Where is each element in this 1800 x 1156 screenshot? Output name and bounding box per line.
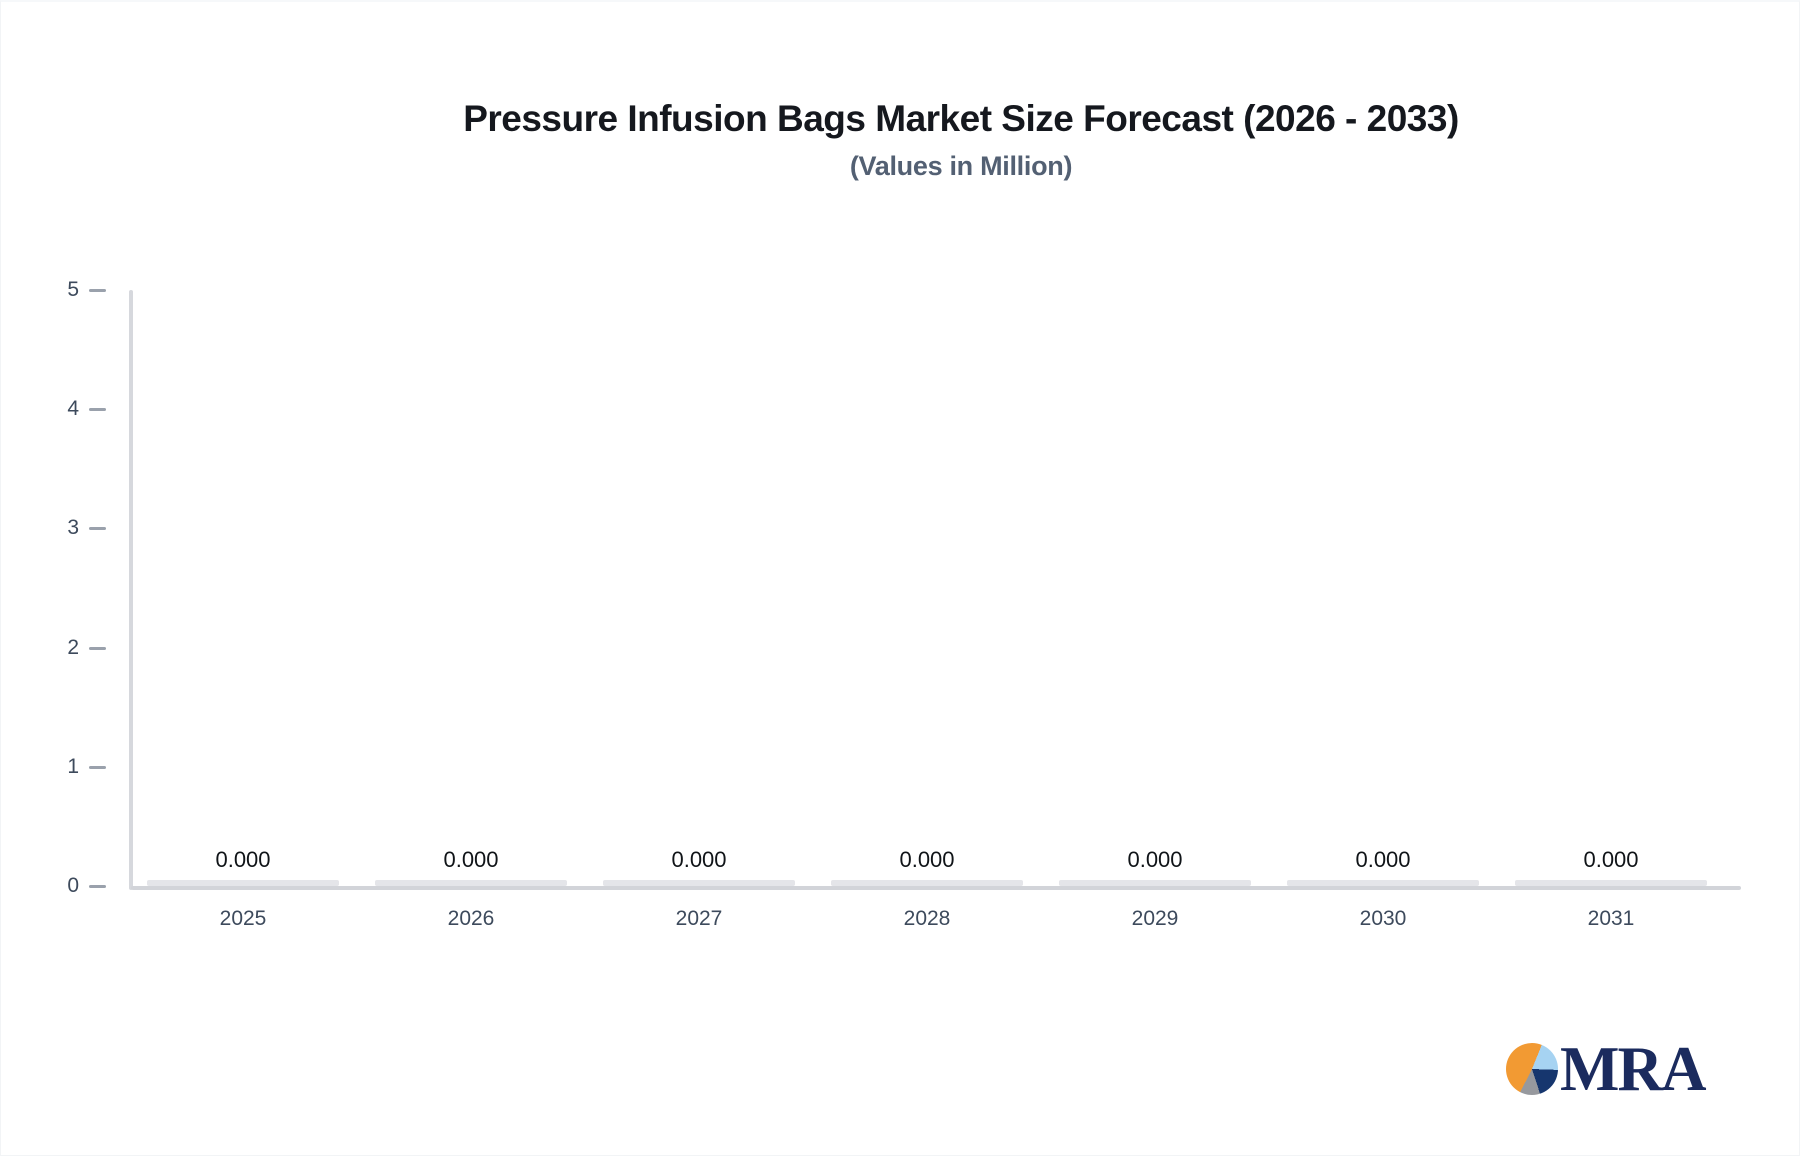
bar-value-label: 0.000 xyxy=(443,847,499,872)
x-axis-tick-label: 2027 xyxy=(675,907,723,930)
mra-logo-pie-icon xyxy=(1506,1043,1558,1095)
bar-2027 xyxy=(603,880,795,886)
bar-2028 xyxy=(831,880,1023,886)
y-axis-tick-label: 2 xyxy=(67,635,79,659)
y-axis-tick-label: 4 xyxy=(67,397,79,421)
bar-value-label: 0.000 xyxy=(899,847,955,872)
bar-value-label: 0.000 xyxy=(1127,847,1183,872)
bar-value-label: 0.000 xyxy=(1583,847,1639,872)
bar-2030 xyxy=(1287,880,1479,886)
bar-2025 xyxy=(147,880,339,886)
x-axis-tick-label: 2029 xyxy=(1131,907,1179,930)
mra-logo-text: MRA xyxy=(1560,1034,1706,1104)
bar-value-label: 0.000 xyxy=(1355,847,1411,872)
bar-2029 xyxy=(1059,880,1251,886)
x-axis-tick-label: 2026 xyxy=(447,907,495,930)
bar-2026 xyxy=(375,880,567,886)
y-axis-tick-mark xyxy=(89,527,106,531)
y-axis-tick-mark xyxy=(89,646,106,650)
y-axis-tick-mark xyxy=(89,289,106,292)
bar-2031 xyxy=(1515,880,1707,886)
x-axis-tick-label: 2025 xyxy=(219,907,267,930)
y-axis-tick-mark xyxy=(89,885,106,888)
y-axis-tick-mark xyxy=(89,408,106,412)
bar-value-label: 0.000 xyxy=(671,847,727,872)
y-axis-tick-label: 5 xyxy=(67,278,79,301)
x-axis-tick-label: 2031 xyxy=(1587,907,1635,930)
y-axis-tick-label: 3 xyxy=(67,516,79,540)
mra-logo: MRA xyxy=(1506,1034,1706,1104)
y-axis-line xyxy=(129,290,133,890)
bar-value-label: 0.000 xyxy=(215,847,271,872)
x-axis-tick-label: 2030 xyxy=(1359,907,1407,930)
y-axis-tick-mark xyxy=(89,765,106,769)
y-axis-tick-label: 1 xyxy=(67,754,79,778)
x-axis-tick-label: 2028 xyxy=(903,907,951,930)
chart-subtitle: (Values in Million) xyxy=(849,151,1073,181)
x-axis-baseline xyxy=(131,886,1741,890)
y-axis-tick-label: 0 xyxy=(67,874,79,897)
chart-title: Pressure Infusion Bags Market Size Forec… xyxy=(463,98,1459,139)
